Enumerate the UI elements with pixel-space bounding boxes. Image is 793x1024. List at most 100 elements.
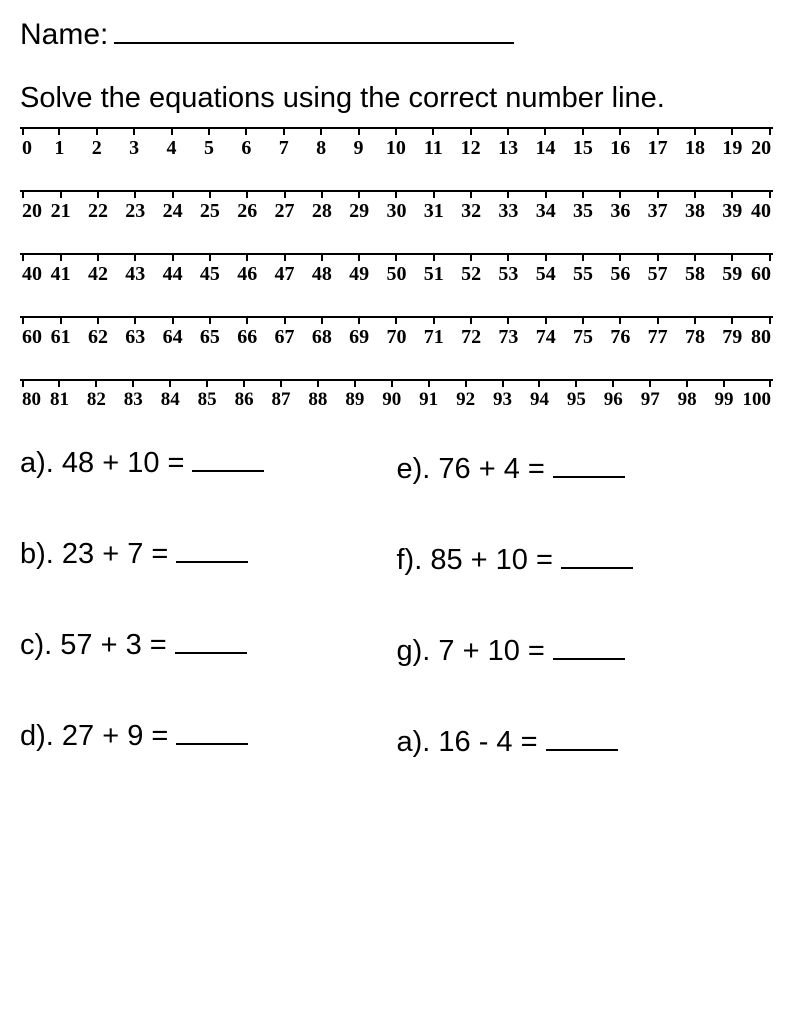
answer-blank[interactable] [192,454,264,472]
tick-label: 71 [415,318,452,349]
answer-blank[interactable] [553,642,625,660]
tick-label: 19 [714,129,751,160]
tick-label: 91 [410,381,447,411]
tick-label: 83 [115,381,152,411]
problem-label: d). 27 + 9 = [20,720,168,753]
tick-label: 81 [41,381,78,411]
problem-label: g). 7 + 10 = [397,635,545,668]
tick-label: 4 [153,129,190,160]
number-line-axis: 6061626364656667686970717273747576777879… [20,316,773,349]
problem-row: f). 85 + 10 = [397,544,774,577]
problem-label: a). 16 - 4 = [397,726,538,759]
number-line-0-20: 01234567891011121314151617181920 [20,127,773,160]
problem-row: a). 48 + 10 = [20,447,397,480]
tick-label: 27 [266,192,303,223]
tick-label: 3 [115,129,152,160]
tick-label: 15 [564,129,601,160]
tick-label: 76 [602,318,639,349]
tick-label: 47 [266,255,303,286]
tick-label: 20 [22,192,42,223]
tick-label: 63 [117,318,154,349]
answer-blank[interactable] [553,460,625,478]
tick-label: 42 [79,255,116,286]
tick-label: 74 [527,318,564,349]
tick-label: 88 [299,381,336,411]
tick-label: 48 [303,255,340,286]
tick-label: 24 [154,192,191,223]
answer-blank[interactable] [175,636,247,654]
tick-label: 34 [527,192,564,223]
tick-label: 90 [373,381,410,411]
tick-label: 59 [714,255,751,286]
tick-label: 66 [229,318,266,349]
tick-label: 44 [154,255,191,286]
tick-label: 11 [415,129,452,160]
tick-label: 40 [22,255,42,286]
tick-label: 57 [639,255,676,286]
tick-label: 9 [340,129,377,160]
tick-label: 92 [447,381,484,411]
number-line-axis: 01234567891011121314151617181920 [20,127,773,160]
tick-label: 56 [602,255,639,286]
tick-label: 31 [415,192,452,223]
tick-label: 21 [42,192,79,223]
problem-row: d). 27 + 9 = [20,720,397,753]
number-lines-section: 0123456789101112131415161718192020212223… [20,127,773,411]
tick-label: 58 [676,255,713,286]
tick-label: 13 [489,129,526,160]
tick-label: 78 [676,318,713,349]
name-blank[interactable] [114,18,514,44]
tick-label: 61 [42,318,79,349]
tick-label: 0 [22,129,41,160]
tick-label: 55 [564,255,601,286]
tick-label: 33 [490,192,527,223]
tick-label: 54 [527,255,564,286]
problem-label: e). 76 + 4 = [397,453,545,486]
tick-label: 53 [490,255,527,286]
tick-label: 89 [336,381,373,411]
answer-blank[interactable] [176,727,248,745]
tick-label: 23 [117,192,154,223]
problem-label: f). 85 + 10 = [397,544,553,577]
problem-row: g). 7 + 10 = [397,635,774,668]
tick-label: 68 [303,318,340,349]
tick-label: 7 [265,129,302,160]
tick-label: 39 [714,192,751,223]
tick-label: 26 [229,192,266,223]
tick-label: 72 [452,318,489,349]
tick-label: 17 [639,129,676,160]
tick-label: 67 [266,318,303,349]
answer-blank[interactable] [546,733,618,751]
tick-label: 84 [152,381,189,411]
problem-row: c). 57 + 3 = [20,629,397,662]
tick-label: 73 [490,318,527,349]
problems-left-column: a). 48 + 10 = b). 23 + 7 = c). 57 + 3 = d).… [20,447,397,817]
tick-label: 50 [378,255,415,286]
tick-label: 28 [303,192,340,223]
tick-label: 70 [378,318,415,349]
tick-label: 32 [452,192,489,223]
answer-blank[interactable] [176,545,248,563]
tick-label: 18 [676,129,713,160]
tick-label: 14 [527,129,564,160]
problem-row: b). 23 + 7 = [20,538,397,571]
tick-label: 35 [564,192,601,223]
tick-label: 37 [639,192,676,223]
tick-label: 62 [79,318,116,349]
tick-label: 16 [602,129,639,160]
tick-label: 77 [639,318,676,349]
tick-label: 20 [751,129,771,160]
tick-label: 99 [706,381,743,411]
tick-label: 60 [751,255,771,286]
tick-label: 64 [154,318,191,349]
tick-label: 10 [377,129,414,160]
tick-label: 36 [602,192,639,223]
name-label: Name: [20,18,108,52]
tick-label: 5 [190,129,227,160]
answer-blank[interactable] [561,551,633,569]
tick-label: 87 [263,381,300,411]
tick-label: 30 [378,192,415,223]
tick-label: 69 [341,318,378,349]
tick-label: 98 [669,381,706,411]
tick-label: 79 [714,318,751,349]
